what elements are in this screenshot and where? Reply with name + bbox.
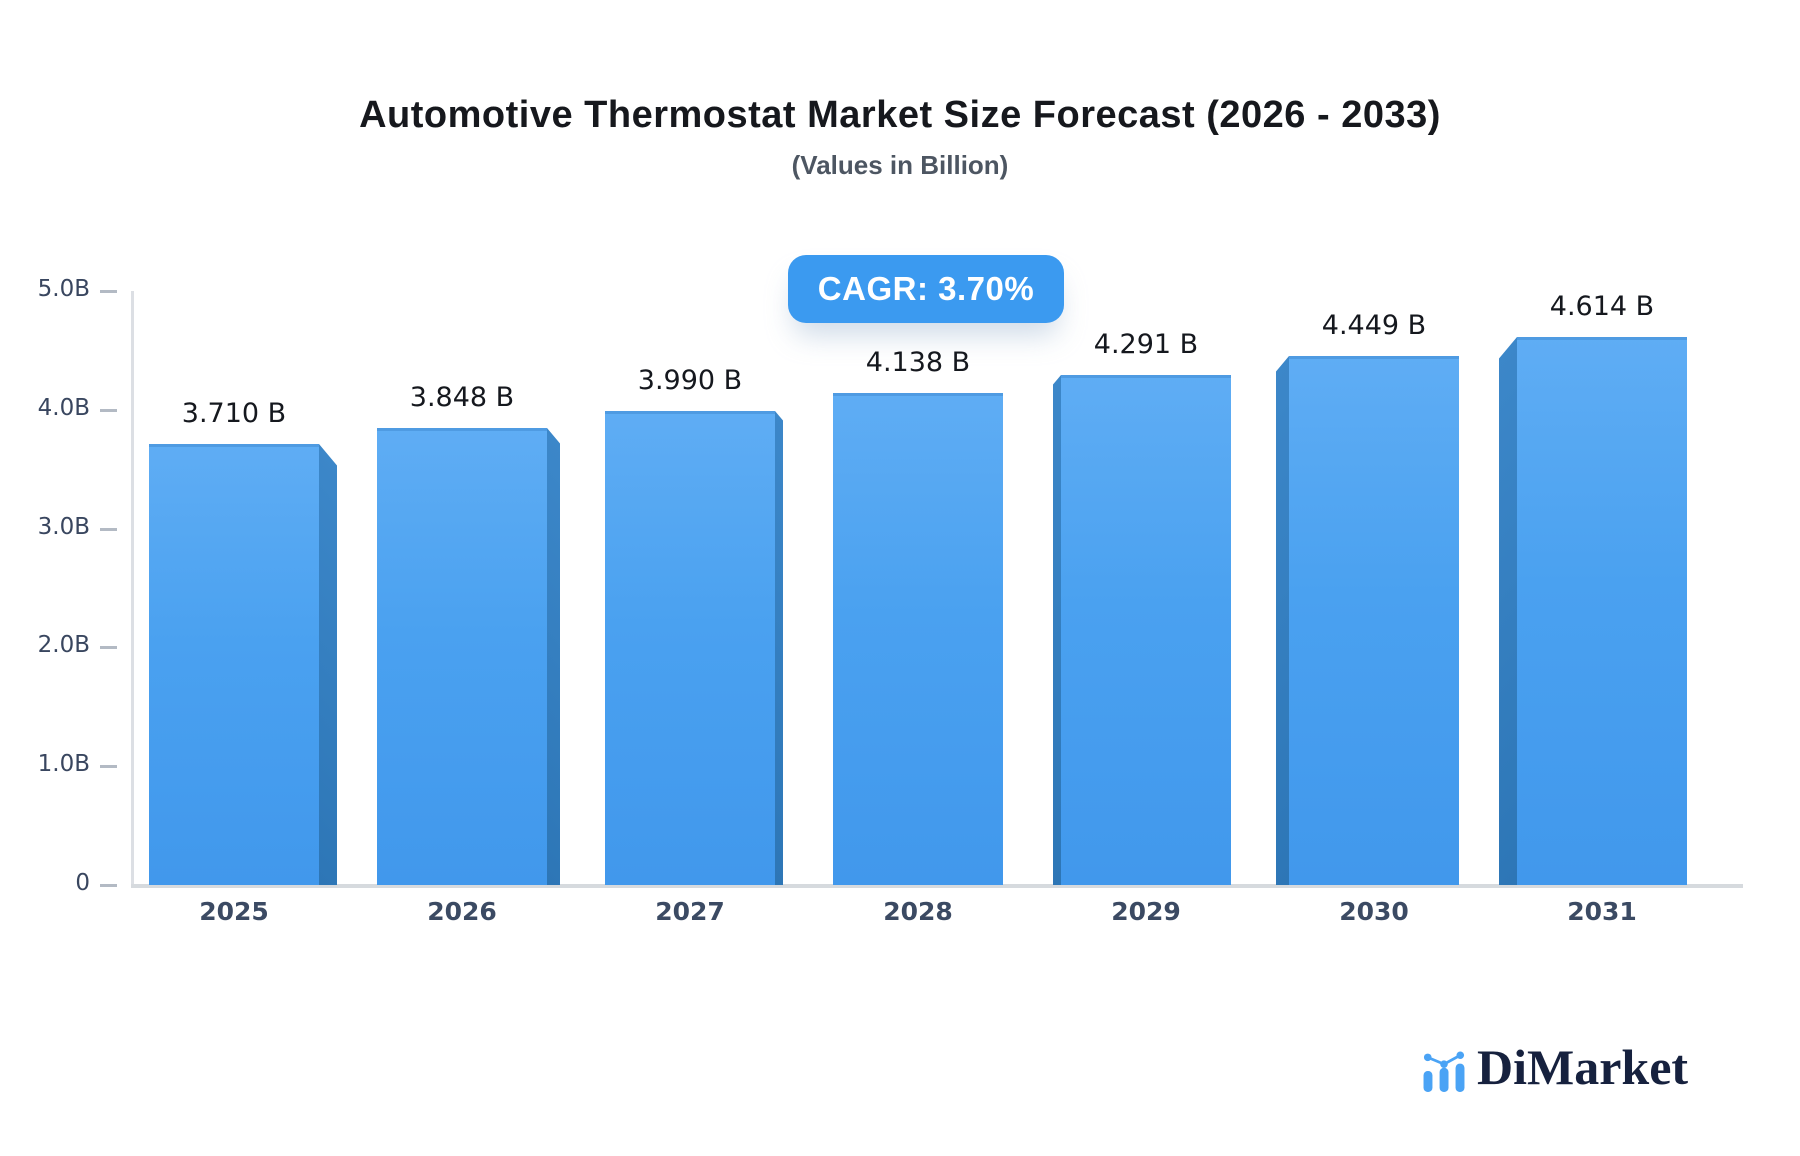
y-axis-tick-mark [100,765,117,769]
bar-chart-icon [1423,1051,1465,1092]
bar-value-label: 4.449 B [1321,310,1427,341]
cagr-badge: CAGR: 3.70% [788,255,1064,323]
x-axis-category-label: 2027 [655,897,725,926]
x-axis-category-label: 2030 [1339,897,1409,926]
bar-face [605,411,775,885]
bar-2025[interactable] [149,444,337,885]
chart-subtitle: (Values in Billion) [791,150,1009,180]
y-axis-tick-label: 5.0B [37,276,90,302]
bar-3d-side [775,411,783,885]
brand-logo: DiMarket [1423,1042,1688,1092]
x-axis-category-label: 2026 [427,897,497,926]
bar-3d-side [1053,375,1061,885]
x-axis-category-label: 2028 [883,897,953,926]
bar-2028[interactable] [833,393,1003,885]
y-axis-tick-label: 2.0B [37,632,90,659]
bar-2027[interactable] [605,411,783,885]
chart-title: Automotive Thermostat Market Size Foreca… [359,94,1441,136]
y-axis-tick-label: 4.0B [37,394,90,421]
y-axis-line [131,291,134,888]
bar-face [833,393,1003,885]
bar-face [149,444,319,885]
bar-value-label: 3.990 B [637,365,743,396]
y-axis-tick-label: 3.0B [37,513,90,540]
bar-2031[interactable] [1499,337,1687,885]
brand-logo-text: DiMarket [1477,1039,1689,1095]
bar-3d-side [319,444,337,885]
y-axis-tick-label: 1.0B [37,751,90,778]
x-axis-category-label: 2029 [1111,897,1181,926]
x-axis-category-label: 2031 [1567,897,1637,926]
cagr-badge-label: CAGR: 3.70% [817,270,1035,307]
y-axis-tick-mark [100,646,117,650]
bar-2029[interactable] [1053,375,1231,885]
bar-value-label: 4.614 B [1549,291,1655,322]
bar-2026[interactable] [377,428,560,885]
y-axis-tick-mark [100,527,117,531]
bar-3d-side [1499,337,1517,885]
bar-face [1061,375,1231,885]
bar-2030[interactable] [1276,356,1459,885]
bar-value-label: 4.291 B [1093,329,1199,360]
bar-3d-side [1276,356,1289,885]
y-axis-tick-mark [100,408,117,412]
bar-value-label: 4.138 B [865,347,971,378]
bar-3d-side [547,428,560,885]
bar-face [377,428,547,885]
x-axis-line [131,884,1743,888]
x-axis-category-label: 2025 [199,897,269,926]
y-axis-tick-label: 0 [75,870,90,896]
bar-face [1289,356,1459,885]
bar-value-label: 3.710 B [181,398,287,429]
bar-face [1517,337,1687,885]
y-axis-tick-mark [100,884,117,887]
y-axis-tick-mark [100,290,117,293]
bar-value-label: 3.848 B [409,382,515,413]
